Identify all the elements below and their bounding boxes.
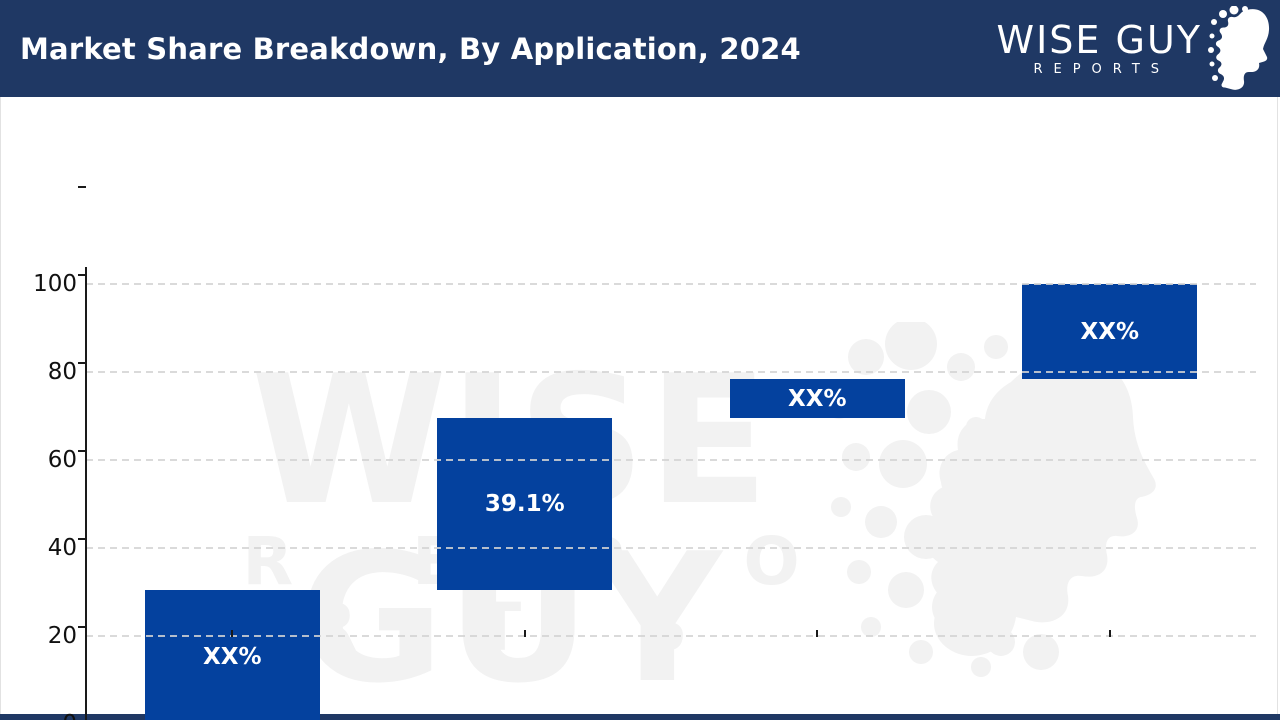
y-tick-mark-40 (78, 450, 86, 452)
y-axis-line (85, 267, 87, 720)
gridline-y-20 (86, 635, 1256, 637)
watermark-face-icon (827, 322, 1156, 677)
y-tick-mark-80 (78, 274, 86, 276)
y-tick-label-0: 0 (0, 710, 77, 720)
y-tick-label-60: 60 (47, 447, 77, 473)
y-tick-mark-100 (78, 186, 86, 188)
bar-functional-foods: XX% (729, 379, 905, 419)
y-tick-label-20: 20 (47, 623, 77, 649)
bar-value-label-pharmaceuticals: 39.1% (484, 491, 565, 518)
gridline-y-40 (86, 547, 1256, 549)
bar-value-label-functional-foods: XX% (787, 385, 847, 412)
bar-dietary-supplements: XX% (1022, 284, 1198, 380)
y-tick-label-40: 40 (47, 535, 77, 561)
logo-wiseguy-text: WISE GUY (996, 18, 1202, 62)
y-tick-mark-0 (78, 626, 86, 628)
y-tick-label-80: 80 (47, 359, 77, 385)
chart-area: WISE GUY R E P O R T S XX%39.1%XX%XX% 02… (0, 97, 1278, 720)
logo-reports-text: REPORTS (1033, 62, 1171, 77)
wiseguy-face-icon (1208, 5, 1270, 90)
y-axis-tick-labels: 0 20 40 60 80 100 (0, 271, 77, 720)
x-tick-mark-functional-foods (816, 630, 819, 637)
gridline-y-80 (86, 371, 1256, 373)
bar-value-label-dietary-supplements: XX% (1080, 318, 1139, 345)
gridline-y-100 (86, 283, 1256, 285)
chart-title: Market Share Breakdown, By Application, … (20, 31, 801, 66)
x-tick-mark-dietary-supplements (1108, 630, 1111, 637)
bar-pharmaceuticals: 39.1% (437, 418, 613, 591)
x-tick-mark-pharmaceuticals (523, 630, 526, 637)
bar-value-label-nutraceuticals: XX% (202, 644, 262, 671)
wiseguy-reports-logo: WISE GUY REPORTS (997, 0, 1280, 97)
logo-wordmark: WISE GUY REPORTS (997, 21, 1202, 76)
gridline-y-60 (86, 459, 1256, 461)
y-tick-mark-20 (78, 538, 86, 540)
y-tick-mark-60 (78, 362, 86, 364)
x-tick-mark-nutraceuticals (231, 630, 234, 637)
plot-area: XX% 39.1% XX% XX% (86, 283, 1256, 720)
page-header: Market Share Breakdown, By Application, … (0, 0, 1280, 97)
footer-strip (0, 714, 1280, 720)
bar-nutraceuticals: XX% (144, 590, 320, 720)
y-tick-label-100: 100 (33, 271, 77, 297)
